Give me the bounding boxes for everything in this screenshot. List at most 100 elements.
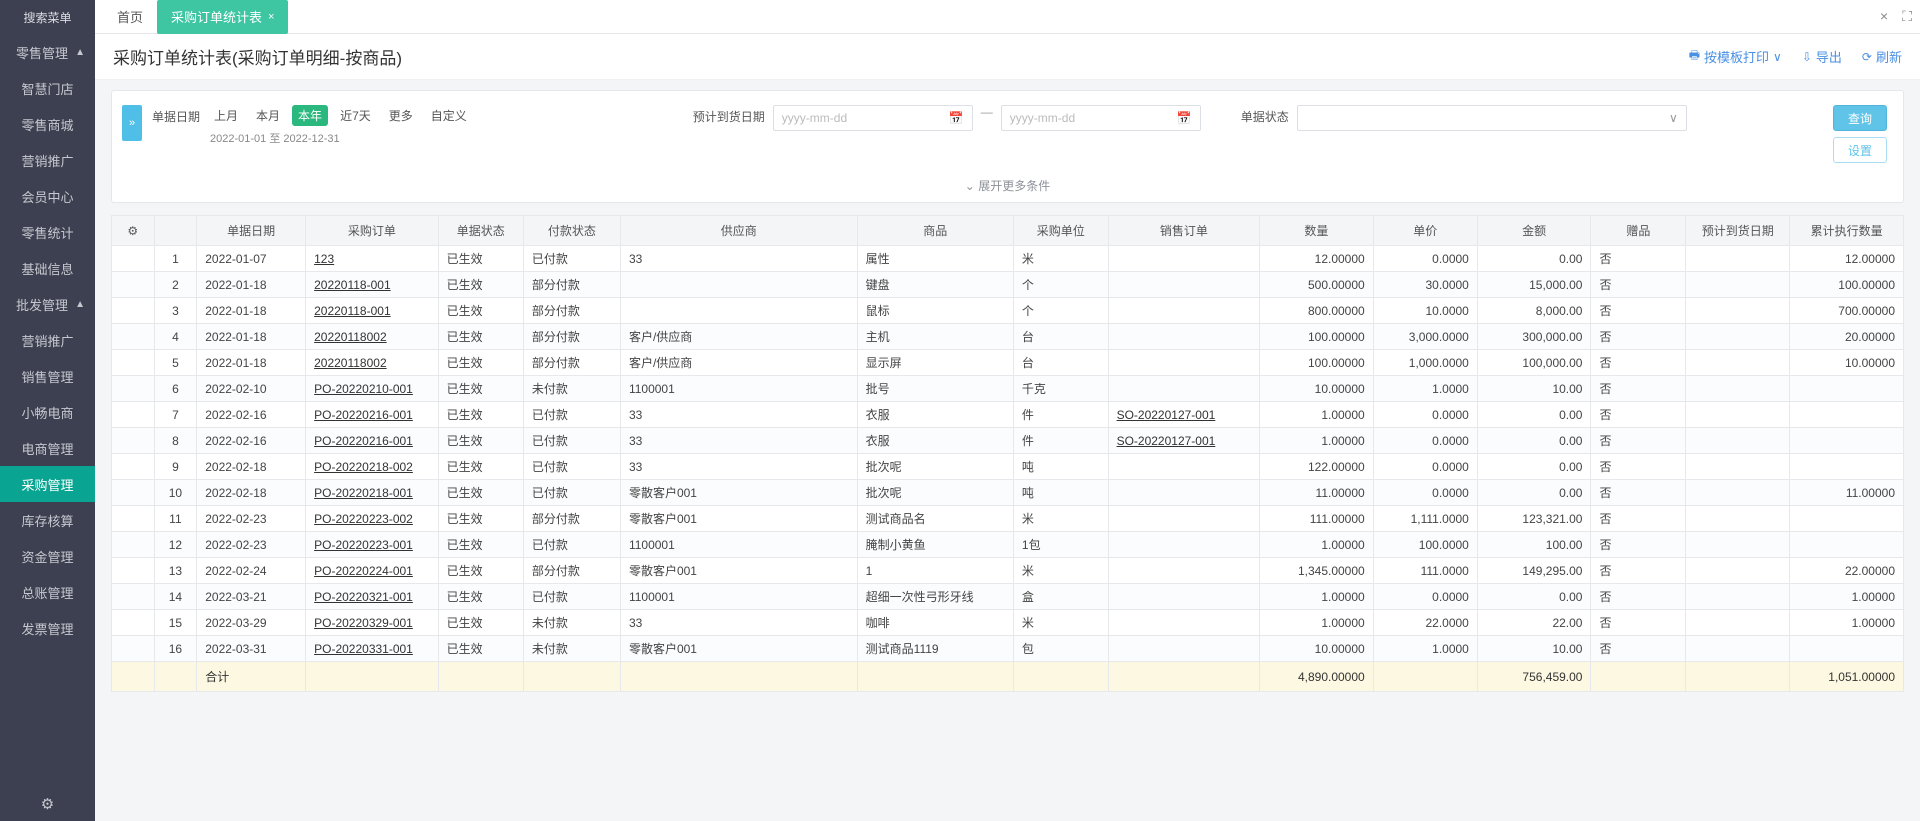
po-link[interactable]: PO-20220218-002 <box>314 460 413 474</box>
po-link[interactable]: PO-20220210-001 <box>314 382 413 396</box>
so-link[interactable]: SO-20220127-001 <box>1117 408 1216 422</box>
cell-date: 2022-02-23 <box>197 506 306 532</box>
tab-home[interactable]: 首页 <box>103 0 157 34</box>
po-link[interactable]: 123 <box>314 252 334 266</box>
col-header[interactable]: 采购订单 <box>306 216 439 246</box>
col-header[interactable]: 销售订单 <box>1108 216 1260 246</box>
sidebar-item[interactable]: 会员中心 <box>0 178 95 214</box>
sidebar-settings-gear[interactable]: ⚙ <box>0 787 95 821</box>
table-row[interactable]: 32022-01-1820220118-001已生效部分付款鼠标个800.000… <box>112 298 1904 324</box>
table-row[interactable]: 112022-02-23PO-20220223-002已生效部分付款零散客户00… <box>112 506 1904 532</box>
table-row[interactable]: 82022-02-16PO-20220216-001已生效已付款33衣服件SO-… <box>112 428 1904 454</box>
col-header[interactable]: 累计执行数量 <box>1790 216 1904 246</box>
sidebar-item[interactable]: 基础信息 <box>0 250 95 286</box>
tab-close-icon[interactable]: × <box>268 11 274 23</box>
action-export[interactable]: ⇩ 导出 <box>1802 47 1842 66</box>
col-header[interactable]: 商品 <box>857 216 1013 246</box>
col-header[interactable]: 供应商 <box>620 216 857 246</box>
table-row[interactable]: 162022-03-31PO-20220331-001已生效未付款零散客户001… <box>112 636 1904 662</box>
sidebar-item[interactable]: 营销推广 <box>0 322 95 358</box>
cell-eta <box>1686 272 1790 298</box>
po-link[interactable]: PO-20220216-001 <box>314 408 413 422</box>
action-print[interactable]: 🖶 按模板打印 ∨ <box>1689 46 1782 67</box>
table-row[interactable]: 142022-03-21PO-20220321-001已生效已付款1100001… <box>112 584 1904 610</box>
table-row[interactable]: 12022-01-07123已生效已付款33属性米12.000000.00000… <box>112 246 1904 272</box>
row-index: 12 <box>154 532 197 558</box>
sidebar-search[interactable]: 搜索菜单 <box>0 0 95 34</box>
col-gear[interactable]: ⚙ <box>112 216 155 246</box>
expand-filters[interactable]: ⌄ 展开更多条件 <box>112 171 1903 202</box>
po-link[interactable]: PO-20220216-001 <box>314 434 413 448</box>
tabs-fullscreen-icon[interactable]: ⛶ <box>1902 8 1912 25</box>
sidebar-item[interactable]: 小畅电商 <box>0 394 95 430</box>
table-row[interactable]: 92022-02-18PO-20220218-002已生效已付款33批次呢吨12… <box>112 454 1904 480</box>
col-header[interactable]: 付款状态 <box>523 216 620 246</box>
cell-gift: 否 <box>1591 610 1686 636</box>
table-row[interactable]: 52022-01-1820220118002已生效部分付款客户/供应商显示屏台1… <box>112 350 1904 376</box>
filter-collapse-toggle[interactable]: » <box>122 105 142 141</box>
col-header[interactable]: 预计到货日期 <box>1686 216 1790 246</box>
table-row[interactable]: 132022-02-24PO-20220224-001已生效部分付款零散客户00… <box>112 558 1904 584</box>
tabs-close-all-icon[interactable]: × <box>1880 8 1888 25</box>
action-refresh[interactable]: ⟳ 刷新 <box>1862 47 1902 66</box>
po-link[interactable]: 20220118-001 <box>314 278 391 292</box>
table-row[interactable]: 22022-01-1820220118-001已生效部分付款键盘个500.000… <box>112 272 1904 298</box>
sidebar-item[interactable]: 销售管理 <box>0 358 95 394</box>
col-index <box>154 216 197 246</box>
col-header[interactable]: 金额 <box>1477 216 1591 246</box>
eta-to-input[interactable]: yyyy-mm-dd 📅 <box>1001 105 1201 131</box>
sidebar-group[interactable]: 零售管理▲ <box>0 34 95 70</box>
col-header[interactable]: 数量 <box>1260 216 1374 246</box>
status-select[interactable]: ∨ <box>1297 105 1687 131</box>
cell-gift: 否 <box>1591 402 1686 428</box>
query-button[interactable]: 查询 <box>1833 105 1887 131</box>
sidebar-item[interactable]: 资金管理 <box>0 538 95 574</box>
col-header[interactable]: 采购单位 <box>1013 216 1108 246</box>
cell-pay: 部分付款 <box>523 298 620 324</box>
col-header[interactable]: 赠品 <box>1591 216 1686 246</box>
table-row[interactable]: 122022-02-23PO-20220223-001已生效已付款1100001… <box>112 532 1904 558</box>
table-row[interactable]: 102022-02-18PO-20220218-001已生效已付款零散客户001… <box>112 480 1904 506</box>
cell-eta <box>1686 610 1790 636</box>
sidebar-item[interactable]: 智慧门店 <box>0 70 95 106</box>
po-link[interactable]: PO-20220329-001 <box>314 616 413 630</box>
sidebar-item[interactable]: 发票管理 <box>0 610 95 646</box>
col-header[interactable]: 单据日期 <box>197 216 306 246</box>
sidebar-item[interactable]: 总账管理 <box>0 574 95 610</box>
po-link[interactable]: PO-20220223-002 <box>314 512 413 526</box>
sidebar-item[interactable]: 采购管理 <box>0 466 95 502</box>
eta-from-input[interactable]: yyyy-mm-dd 📅 <box>773 105 973 131</box>
so-link[interactable]: SO-20220127-001 <box>1117 434 1216 448</box>
col-header[interactable]: 单价 <box>1373 216 1477 246</box>
date-tab[interactable]: 近7天 <box>334 105 377 126</box>
cell-supplier: 33 <box>620 428 857 454</box>
po-link[interactable]: 20220118002 <box>314 356 387 370</box>
table-row[interactable]: 42022-01-1820220118002已生效部分付款客户/供应商主机台10… <box>112 324 1904 350</box>
table-row[interactable]: 152022-03-29PO-20220329-001已生效未付款33咖啡米1.… <box>112 610 1904 636</box>
po-link[interactable]: PO-20220223-001 <box>314 538 413 552</box>
po-link[interactable]: 20220118002 <box>314 330 387 344</box>
po-link[interactable]: PO-20220321-001 <box>314 590 413 604</box>
sidebar-item[interactable]: 电商管理 <box>0 430 95 466</box>
po-link[interactable]: 20220118-001 <box>314 304 391 318</box>
date-tab[interactable]: 自定义 <box>425 105 473 126</box>
po-link[interactable]: PO-20220218-001 <box>314 486 413 500</box>
table-row[interactable]: 62022-02-10PO-20220210-001已生效未付款1100001批… <box>112 376 1904 402</box>
po-link[interactable]: PO-20220331-001 <box>314 642 413 656</box>
filter-date-label: 单据日期 <box>152 105 200 129</box>
sidebar-item[interactable]: 零售统计 <box>0 214 95 250</box>
table-row[interactable]: 72022-02-16PO-20220216-001已生效已付款33衣服件SO-… <box>112 402 1904 428</box>
sidebar-item[interactable]: 营销推广 <box>0 142 95 178</box>
date-tab[interactable]: 本月 <box>250 105 286 126</box>
sidebar-group[interactable]: 批发管理▲ <box>0 286 95 322</box>
date-tab[interactable]: 本年 <box>292 105 328 126</box>
cell-eta <box>1686 324 1790 350</box>
col-header[interactable]: 单据状态 <box>438 216 523 246</box>
settings-button[interactable]: 设置 <box>1833 137 1887 163</box>
date-tab[interactable]: 上月 <box>208 105 244 126</box>
po-link[interactable]: PO-20220224-001 <box>314 564 413 578</box>
sidebar-item[interactable]: 库存核算 <box>0 502 95 538</box>
sidebar-item[interactable]: 零售商城 <box>0 106 95 142</box>
tab-active[interactable]: 采购订单统计表 × <box>157 0 288 34</box>
date-tab[interactable]: 更多 <box>383 105 419 126</box>
